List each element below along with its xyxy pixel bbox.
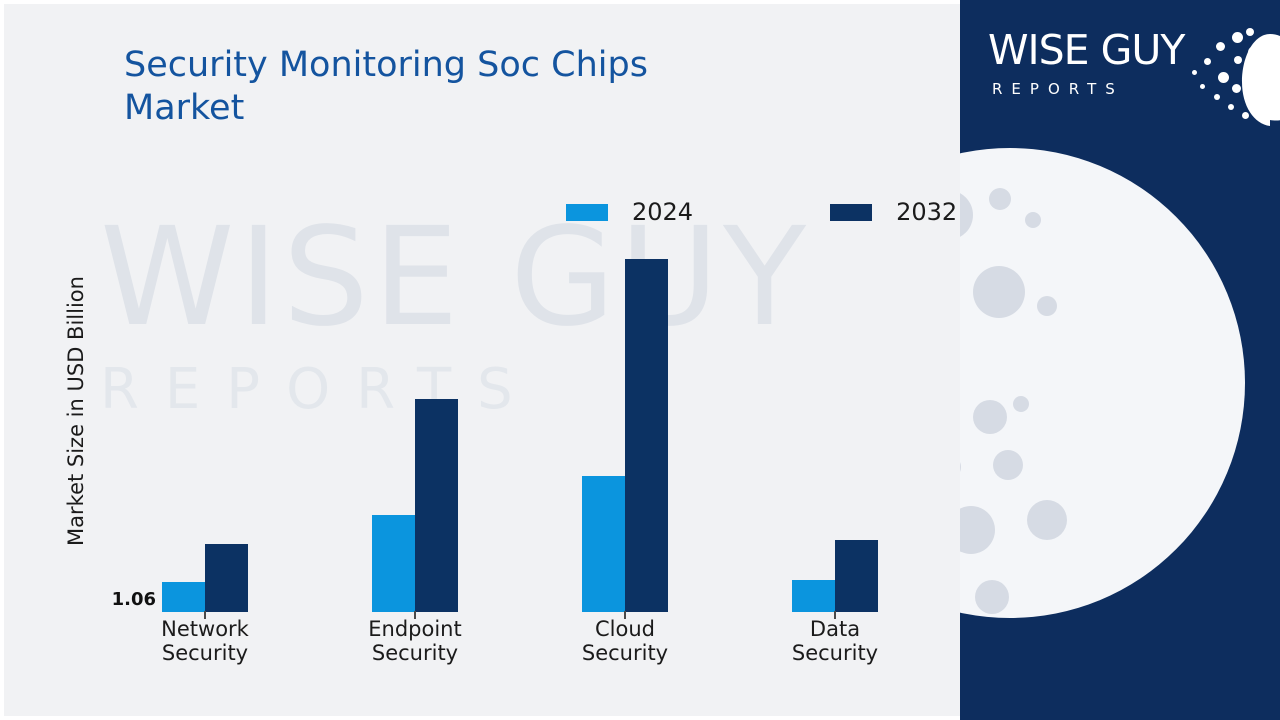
bar-pair <box>582 240 668 612</box>
x-axis-label-line: Data <box>809 617 861 641</box>
bar-group <box>730 240 940 619</box>
brand-panel: WISE GUY REPORTS <box>960 0 1280 720</box>
logo-main-text: WISE GUY <box>988 26 1185 74</box>
x-axis-label-line: Security <box>161 640 249 665</box>
x-axis-tick <box>204 611 206 619</box>
bar-pair <box>372 240 458 612</box>
circle-dot <box>1027 500 1067 540</box>
circle-dot <box>1037 296 1057 316</box>
bar-2032[interactable] <box>835 540 878 612</box>
bar-groups: 1.06 <box>100 240 940 619</box>
x-axis-label-line: Security <box>581 640 669 665</box>
x-axis-label: Data Security <box>730 617 940 665</box>
circle-dot <box>973 400 1007 434</box>
bar-2024[interactable] <box>792 580 835 612</box>
bar-2032[interactable] <box>625 259 668 612</box>
x-axis-label: Endpoint Security <box>310 617 520 665</box>
x-axis-label-line: Security <box>791 640 879 665</box>
bar-2032[interactable] <box>205 544 248 612</box>
page-title: Security Monitoring Soc Chips Market <box>124 45 648 128</box>
x-axis-label-line: Security <box>371 640 459 665</box>
x-axis-labels: Network Security Endpoint Security Cloud Secu… <box>100 617 940 665</box>
plot-area: 1.06 <box>100 240 940 619</box>
circle-dot <box>973 266 1025 318</box>
x-axis-tick <box>834 611 836 619</box>
x-axis-tick <box>414 611 416 619</box>
circle-dot <box>993 450 1023 480</box>
circle-dot <box>989 188 1011 210</box>
legend-item-2032[interactable]: 2032 <box>830 198 957 226</box>
bar-value-label: 1.06 <box>111 589 156 610</box>
circle-dot <box>960 454 961 480</box>
logo-head-profile-icon <box>1242 34 1280 126</box>
bar-group <box>310 240 520 619</box>
circle-dot <box>1013 396 1029 412</box>
legend-item-2024[interactable]: 2024 <box>566 198 693 226</box>
x-axis-label: Cloud Security <box>520 617 730 665</box>
bar-group <box>520 240 730 619</box>
x-axis-label-line: Cloud <box>595 617 655 641</box>
y-axis-label: Market Size in USD Billion <box>64 276 88 546</box>
circle-dot <box>975 580 1009 614</box>
x-axis-label-line: Network <box>161 617 249 641</box>
decorative-circle <box>960 148 1245 618</box>
bar-2024[interactable]: 1.06 <box>112 582 205 612</box>
chart-panel: WISE GUY REPORTS Security Monitoring Soc… <box>4 4 960 716</box>
x-axis-tick <box>624 611 626 619</box>
bar-pair <box>792 240 878 612</box>
x-axis-label-line: Endpoint <box>368 617 462 641</box>
wiseguy-logo: WISE GUY REPORTS <box>988 26 1280 126</box>
legend-swatch-2024 <box>566 203 608 221</box>
legend-label-2032: 2032 <box>896 198 958 226</box>
bar-pair: 1.06 <box>112 240 248 612</box>
circle-dot <box>960 506 995 554</box>
legend-swatch-2032 <box>830 203 873 221</box>
bar-2032[interactable] <box>415 398 458 612</box>
bar-group: 1.06 <box>100 240 310 619</box>
circle-dot <box>1025 212 1041 228</box>
legend-label-2024: 2024 <box>632 198 694 226</box>
logo-sub-text: REPORTS <box>992 80 1124 98</box>
circle-dot <box>960 190 973 240</box>
chart-legend: 2024 2032 <box>566 198 957 226</box>
x-axis-label: Network Security <box>100 617 310 665</box>
bar-2024[interactable] <box>372 515 415 612</box>
bar-2024[interactable] <box>582 476 625 612</box>
